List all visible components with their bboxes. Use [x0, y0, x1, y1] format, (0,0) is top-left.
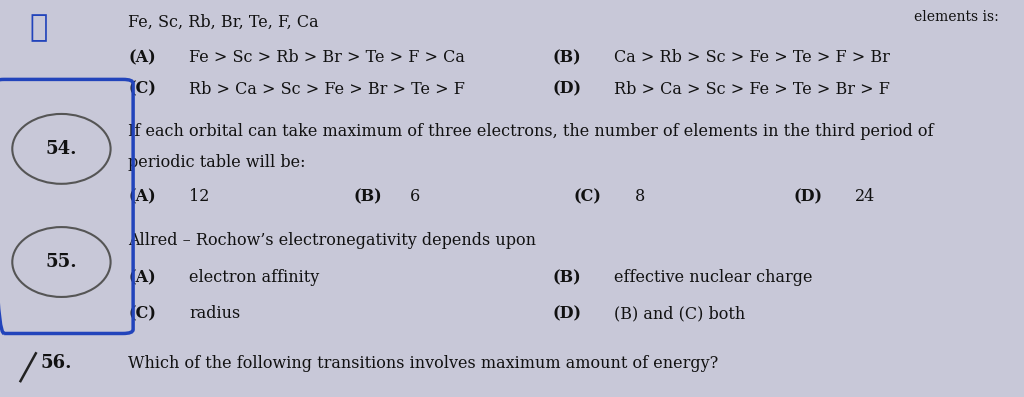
- Text: Ca > Rb > Sc > Fe > Te > F > Br: Ca > Rb > Sc > Fe > Te > F > Br: [614, 49, 890, 66]
- Text: (D): (D): [553, 81, 582, 98]
- Text: (C): (C): [128, 305, 156, 322]
- Text: (D): (D): [794, 188, 822, 205]
- Text: 54.: 54.: [46, 140, 77, 158]
- Text: (B): (B): [553, 270, 582, 286]
- Text: 56.: 56.: [41, 354, 73, 372]
- Text: ℓ: ℓ: [30, 12, 48, 43]
- Text: Which of the following transitions involves maximum amount of energy?: Which of the following transitions invol…: [128, 355, 718, 372]
- Text: (B) and (C) both: (B) and (C) both: [614, 305, 745, 322]
- Text: elements is:: elements is:: [913, 10, 998, 24]
- Text: Rb > Ca > Sc > Fe > Br > Te > F: Rb > Ca > Sc > Fe > Br > Te > F: [189, 81, 465, 98]
- Text: If each orbital can take maximum of three electrons, the number of elements in t: If each orbital can take maximum of thre…: [128, 123, 934, 139]
- Text: (C): (C): [573, 188, 601, 205]
- Text: (C): (C): [128, 81, 156, 98]
- Text: electron affinity: electron affinity: [189, 270, 319, 286]
- Text: 55.: 55.: [46, 253, 77, 271]
- Text: periodic table will be:: periodic table will be:: [128, 154, 305, 171]
- Text: (A): (A): [128, 49, 156, 66]
- Text: Fe, Sc, Rb, Br, Te, F, Ca: Fe, Sc, Rb, Br, Te, F, Ca: [128, 13, 318, 30]
- Text: Allred – Rochow’s electronegativity depends upon: Allred – Rochow’s electronegativity depe…: [128, 232, 536, 249]
- Text: 24: 24: [855, 188, 876, 205]
- Text: (B): (B): [353, 188, 382, 205]
- Text: radius: radius: [189, 305, 241, 322]
- Text: Fe > Sc > Rb > Br > Te > F > Ca: Fe > Sc > Rb > Br > Te > F > Ca: [189, 49, 465, 66]
- Text: Rb > Ca > Sc > Fe > Te > Br > F: Rb > Ca > Sc > Fe > Te > Br > F: [614, 81, 890, 98]
- Text: (A): (A): [128, 188, 156, 205]
- Text: 6: 6: [410, 188, 420, 205]
- Text: (D): (D): [553, 305, 582, 322]
- Text: effective nuclear charge: effective nuclear charge: [614, 270, 813, 286]
- Text: (B): (B): [553, 49, 582, 66]
- Text: (A): (A): [128, 270, 156, 286]
- Text: 12: 12: [189, 188, 210, 205]
- Text: 8: 8: [635, 188, 645, 205]
